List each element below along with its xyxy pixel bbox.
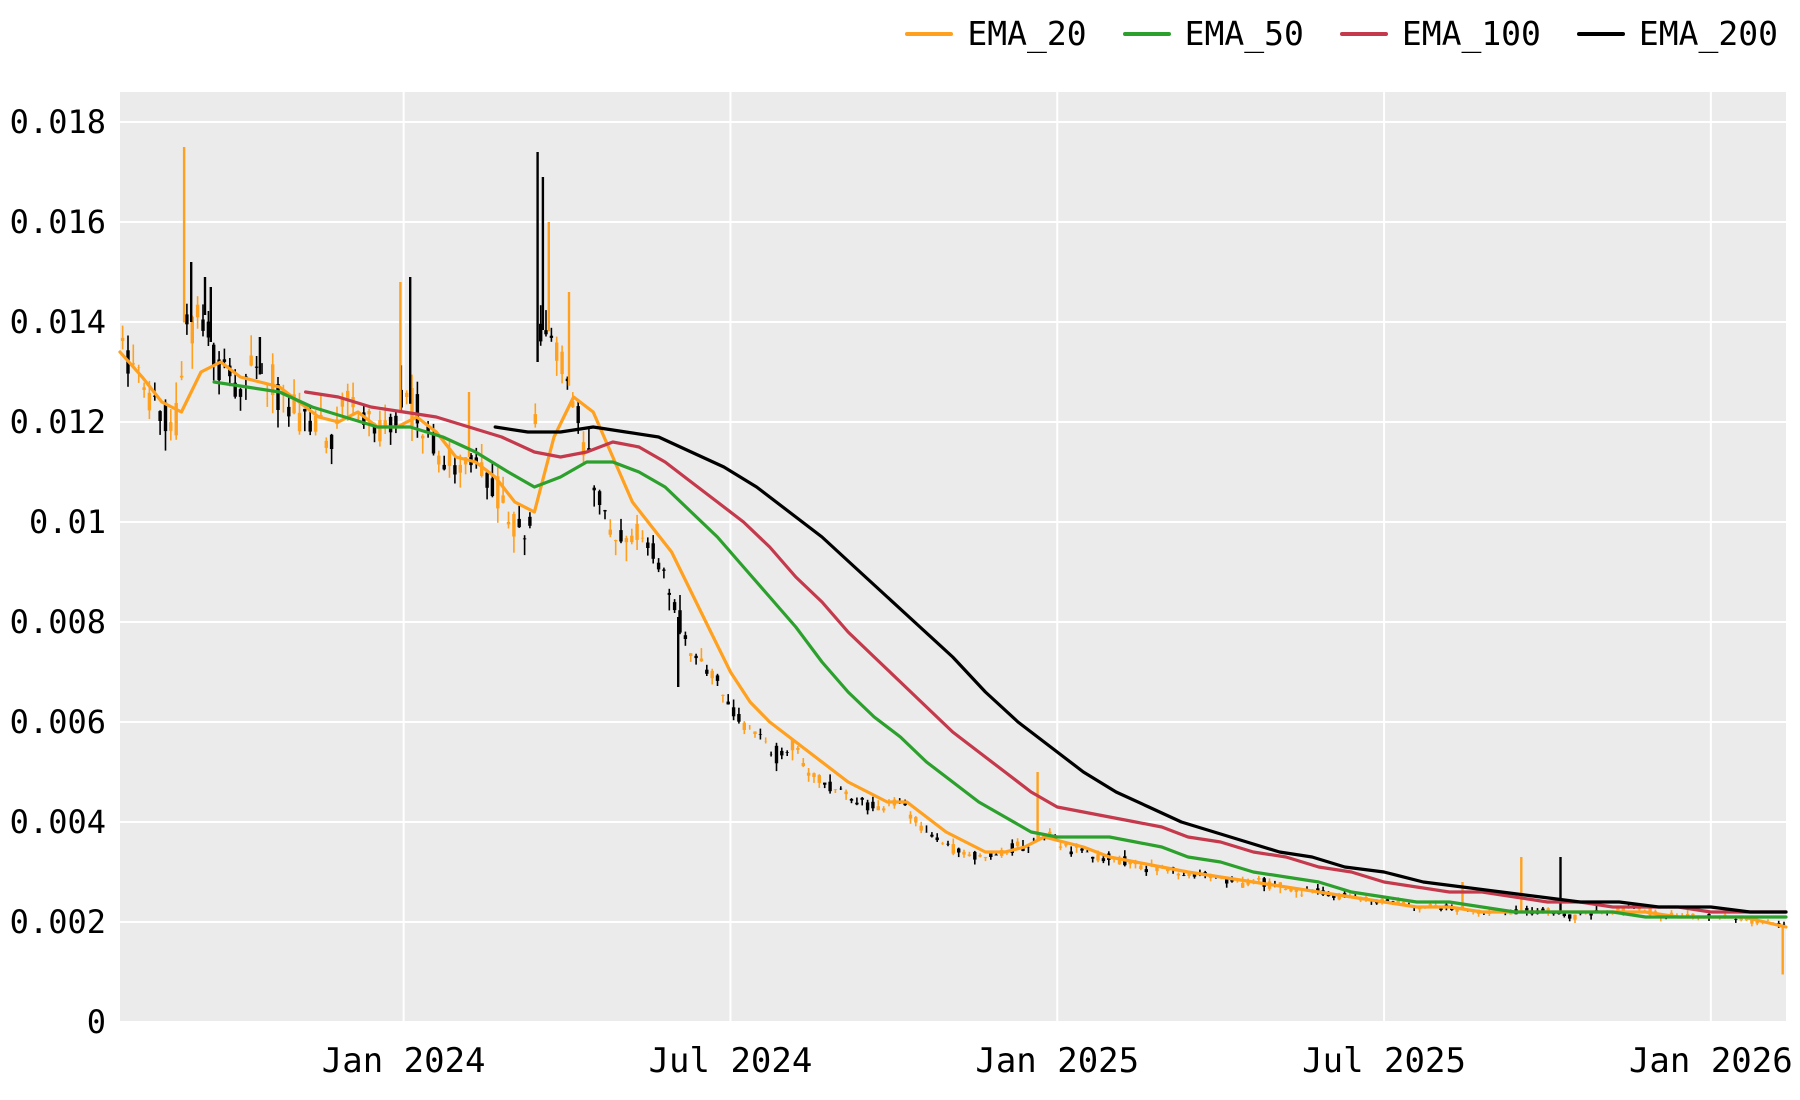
legend: EMA_20 EMA_50 EMA_100 EMA_200 bbox=[905, 14, 1778, 53]
ema-200-legend-label: EMA_200 bbox=[1638, 14, 1778, 53]
y-tick-label: 0.012 bbox=[10, 403, 106, 441]
y-tick-label: 0.006 bbox=[10, 703, 106, 741]
ema-20-line bbox=[118, 350, 1788, 929]
ema-50-line-swatch-icon bbox=[1122, 31, 1171, 36]
ema-200-line bbox=[493, 425, 1788, 914]
ema-100-line bbox=[304, 390, 1788, 914]
ema-20-line-swatch-icon bbox=[905, 31, 954, 36]
legend-item-ema-20: EMA_20 bbox=[905, 14, 1087, 53]
ema-50-legend-label: EMA_50 bbox=[1184, 14, 1304, 53]
x-tick-label: Jan 2026 bbox=[1629, 1041, 1793, 1081]
y-tick-label: 0.018 bbox=[10, 103, 106, 141]
y-tick-label: 0.016 bbox=[10, 203, 106, 241]
x-tick-label: Jul 2024 bbox=[649, 1041, 813, 1081]
legend-item-ema-50: EMA_50 bbox=[1122, 14, 1304, 53]
y-tick-label: 0.002 bbox=[10, 903, 106, 941]
y-tick-label: 0.01 bbox=[29, 503, 106, 541]
y-tick-label: 0.008 bbox=[10, 603, 106, 641]
plot-area bbox=[120, 92, 1786, 1022]
ema-100-line-swatch-icon bbox=[1339, 31, 1388, 36]
ema-50-line bbox=[212, 380, 1788, 919]
x-tick-label: Jan 2025 bbox=[975, 1041, 1139, 1081]
x-tick-label: Jul 2025 bbox=[1302, 1041, 1466, 1081]
y-tick-label: 0.004 bbox=[10, 803, 106, 841]
ema-100-legend-label: EMA_100 bbox=[1401, 14, 1541, 53]
y-tick-label: 0 bbox=[87, 1003, 106, 1041]
legend-item-ema-100: EMA_100 bbox=[1339, 14, 1541, 53]
legend-item-ema-200: EMA_200 bbox=[1576, 14, 1778, 53]
y-tick-label: 0.014 bbox=[10, 303, 106, 341]
x-tick-label: Jan 2024 bbox=[322, 1041, 486, 1081]
ema-200-line-swatch-icon bbox=[1576, 31, 1625, 36]
ema-20-legend-label: EMA_20 bbox=[967, 14, 1087, 53]
